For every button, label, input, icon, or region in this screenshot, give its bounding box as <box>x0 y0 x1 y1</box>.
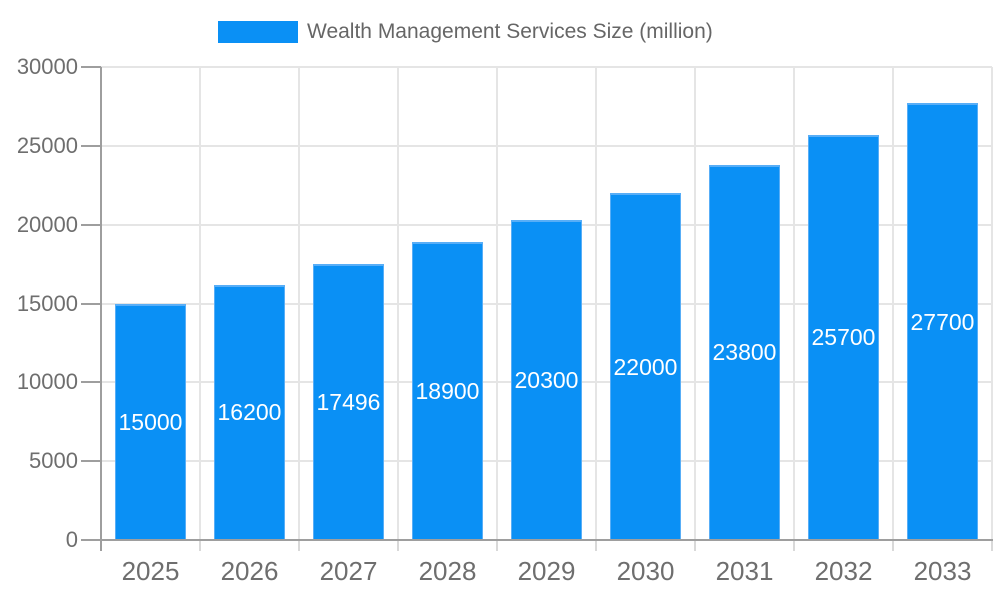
x-tick <box>199 540 201 551</box>
legend-label: Wealth Management Services Size (million… <box>307 20 713 43</box>
bar[interactable] <box>412 242 483 540</box>
bar-value-label: 27700 <box>910 308 975 335</box>
bar[interactable] <box>709 164 780 540</box>
x-tick-label: 2031 <box>715 556 774 586</box>
bar-value-label: 17496 <box>316 389 381 416</box>
bar[interactable] <box>808 134 879 540</box>
x-tick <box>595 540 597 551</box>
x-tick <box>694 540 696 551</box>
h-gridline <box>101 144 992 147</box>
y-tick <box>81 539 101 541</box>
x-axis-line <box>101 539 993 541</box>
x-tick <box>496 540 498 551</box>
bar-value-label: 22000 <box>613 353 678 380</box>
x-tick <box>793 540 795 551</box>
y-tick <box>81 381 101 384</box>
x-tick <box>892 540 894 551</box>
y-tick-label: 15000 <box>16 290 78 316</box>
x-tick <box>991 540 993 551</box>
y-tick-label: 0 <box>65 527 78 552</box>
v-gridline <box>199 67 201 540</box>
y-tick <box>81 223 101 226</box>
bar-value-label: 20300 <box>514 366 579 393</box>
bar[interactable] <box>511 219 582 540</box>
x-tick-label: 2026 <box>220 556 279 586</box>
x-tick-label: 2028 <box>418 556 477 586</box>
x-tick-label: 2032 <box>814 556 873 586</box>
bar[interactable] <box>115 303 186 540</box>
v-gridline <box>298 67 300 540</box>
x-tick <box>397 540 399 551</box>
y-tick <box>81 302 101 305</box>
x-tick-label: 2033 <box>913 556 972 586</box>
y-tick <box>81 66 101 68</box>
legend-swatch <box>218 21 298 43</box>
v-gridline <box>397 67 399 540</box>
bar-value-label: 18900 <box>415 378 480 404</box>
bar[interactable] <box>907 103 978 540</box>
v-gridline <box>991 67 993 540</box>
x-tick-label: 2030 <box>616 556 675 586</box>
v-gridline <box>793 67 795 540</box>
y-tick-label: 20000 <box>16 211 78 237</box>
bar-value-label: 23800 <box>712 339 777 366</box>
bar-value-label: 16200 <box>217 399 282 426</box>
x-tick-label: 2029 <box>517 556 576 586</box>
x-tick <box>298 540 300 551</box>
v-gridline <box>694 67 696 540</box>
y-tick-label: 5000 <box>29 448 78 474</box>
v-gridline <box>595 67 597 540</box>
v-gridline <box>892 67 894 540</box>
x-tick-label: 2027 <box>319 556 378 586</box>
bar[interactable] <box>313 264 384 540</box>
bar[interactable] <box>610 193 681 540</box>
y-axis-line <box>100 67 102 551</box>
y-tick-label: 30000 <box>16 54 78 79</box>
y-tick-label: 10000 <box>16 369 78 395</box>
x-tick-label: 2025 <box>121 556 180 586</box>
bar[interactable] <box>214 284 285 540</box>
v-gridline <box>496 67 498 540</box>
bar-value-label: 25700 <box>811 324 876 351</box>
bar-value-label: 15000 <box>118 408 183 435</box>
legend[interactable]: Wealth Management Services Size (million… <box>218 17 713 47</box>
h-gridline <box>101 66 992 68</box>
y-tick <box>81 144 101 147</box>
y-tick-label: 25000 <box>16 132 78 158</box>
y-tick <box>81 460 101 463</box>
